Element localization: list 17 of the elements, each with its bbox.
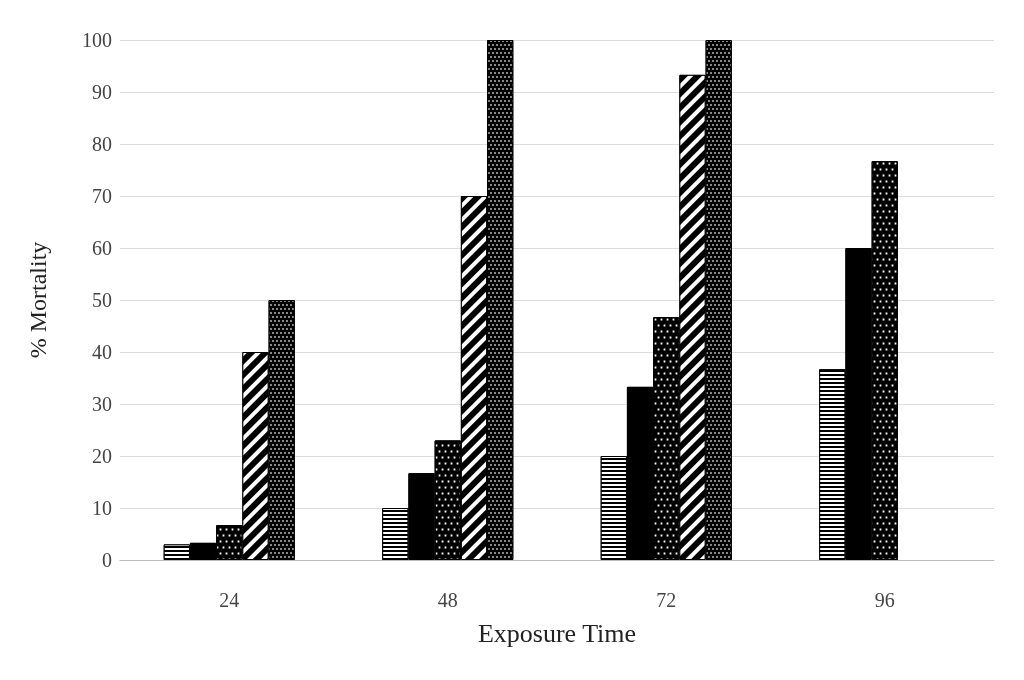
y-tick-label: 80 (92, 133, 112, 155)
y-tick-label: 10 (92, 497, 112, 519)
y-tick-label: 30 (92, 393, 112, 415)
x-axis-title: Exposure Time (477, 618, 637, 648)
x-tick-label: 48 (437, 589, 458, 611)
y-tick-label: 70 (92, 185, 112, 207)
y-tick-label: 60 (92, 237, 112, 259)
x-tick-label: 72 (656, 589, 677, 611)
y-tick-label: 90 (92, 81, 112, 103)
y-axis-title: % Mortality (25, 241, 51, 359)
y-tick-label: 50 (92, 289, 112, 311)
x-tick-label: 24 (219, 589, 240, 611)
y-tick-label: 0 (102, 549, 112, 571)
y-tick-label: 20 (92, 445, 112, 467)
y-tick-label: 40 (92, 341, 112, 363)
y-tick-label: 100 (82, 29, 112, 51)
x-tick-label: 96 (874, 589, 895, 611)
